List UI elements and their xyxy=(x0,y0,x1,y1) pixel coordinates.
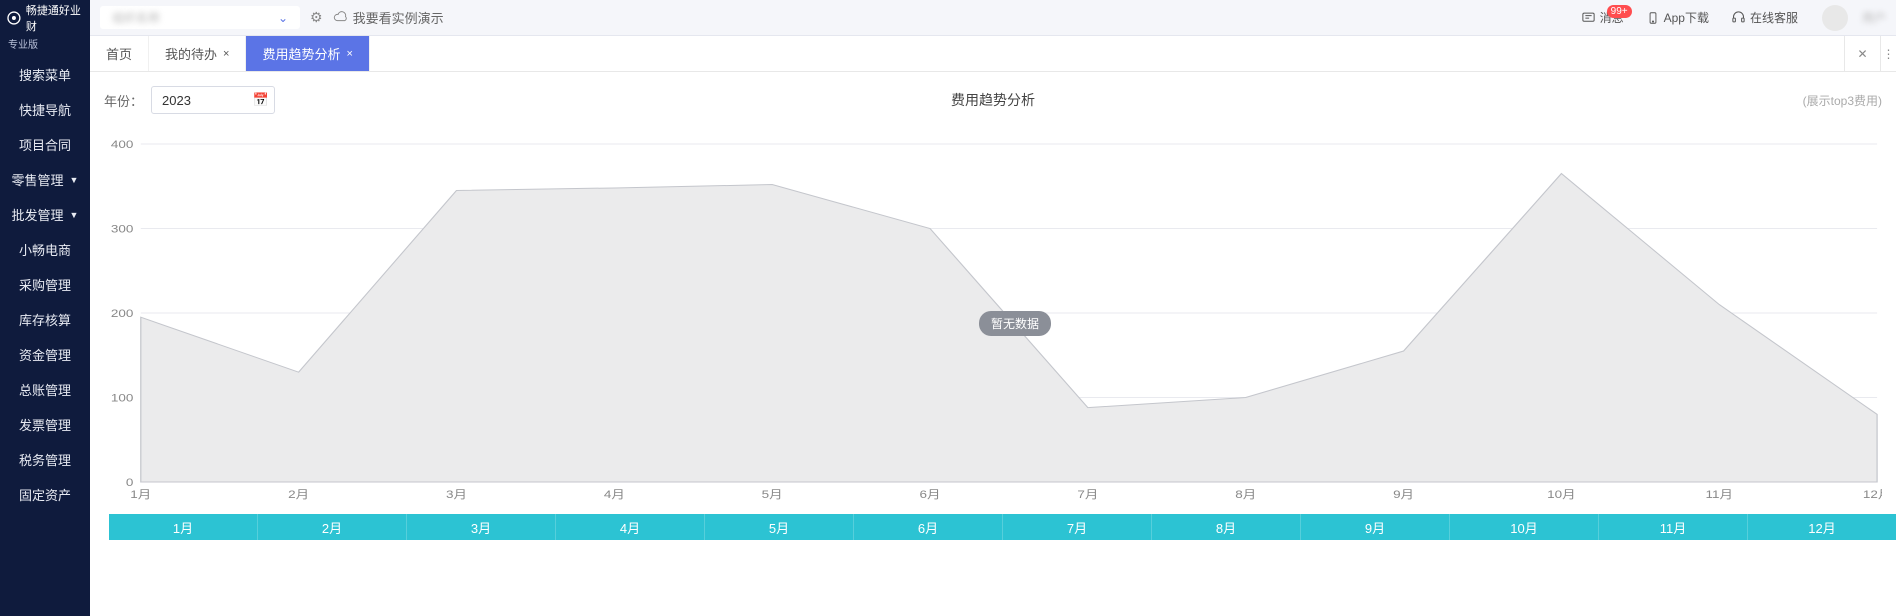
caret-down-icon: ▼ xyxy=(70,175,79,185)
topbar: 组织名称 ⌄ ⚙ 我要看实例演示 消息 99+ App下载 在线客服 用户 xyxy=(90,0,1896,36)
month-cell-3[interactable]: 3月 xyxy=(407,514,556,540)
tab-label: 费用趋势分析 xyxy=(262,44,340,63)
close-icon[interactable]: × xyxy=(223,48,229,60)
sidebar-item-label: 小畅电商 xyxy=(19,240,71,259)
side-menu: 搜索菜单快捷导航项目合同零售管理 ▼ 批发管理 ▼ 小畅电商采购管理库存核算资金管理总账… xyxy=(0,57,90,512)
svg-text:12月: 12月 xyxy=(1863,488,1882,501)
svg-text:100: 100 xyxy=(111,392,134,405)
sidebar-item-label: 搜索菜单 xyxy=(19,65,71,84)
sidebar-item-label: 库存核算 xyxy=(19,310,71,329)
demo-label: 我要看实例演示 xyxy=(353,8,444,27)
svg-text:200: 200 xyxy=(111,307,134,320)
month-strip: 1月2月3月4月5月6月7月8月9月10月11月12月 xyxy=(109,514,1896,540)
mobile-icon xyxy=(1646,11,1660,25)
month-cell-7[interactable]: 7月 xyxy=(1003,514,1152,540)
chart-svg: 0 100 200 300 400 1月 2月 3月 4月 5月 6月 7月 8月 9月 10月 11月 12月 xyxy=(104,124,1882,514)
sidebar-item-label: 税务管理 xyxy=(19,450,71,469)
svg-text:5月: 5月 xyxy=(762,488,783,501)
sidebar-item-label: 发票管理 xyxy=(19,415,71,434)
cloud-icon xyxy=(333,10,348,25)
demo-link[interactable]: 我要看实例演示 xyxy=(333,8,444,27)
svg-text:2月: 2月 xyxy=(288,488,309,501)
tabs-close-all[interactable]: ✕ xyxy=(1844,36,1880,71)
month-cell-2[interactable]: 2月 xyxy=(258,514,407,540)
sidebar-item-label: 资金管理 xyxy=(19,345,71,364)
month-cell-8[interactable]: 8月 xyxy=(1152,514,1301,540)
month-cell-9[interactable]: 9月 xyxy=(1301,514,1450,540)
brand: 畅捷通好业财 xyxy=(0,0,90,36)
expense-trend-chart: 0 100 200 300 400 1月 2月 3月 4月 5月 6月 7月 8月 9月 10月 11月 12月… xyxy=(104,124,1882,514)
brand-name: 畅捷通好业财 xyxy=(26,2,84,34)
month-cell-11[interactable]: 11月 xyxy=(1599,514,1748,540)
content: 年份： 📅 费用趋势分析 (展示top3费用) 01002003004001月2… xyxy=(90,72,1896,616)
sidebar-item-9[interactable]: 总账管理 xyxy=(0,372,90,407)
sidebar-item-label: 快捷导航 xyxy=(19,100,71,119)
tab-0[interactable]: 首页 xyxy=(90,36,149,71)
sidebar-item-10[interactable]: 发票管理 xyxy=(0,407,90,442)
svg-text:8月: 8月 xyxy=(1235,488,1256,501)
app-download-label: App下载 xyxy=(1664,9,1709,26)
message-icon xyxy=(1581,10,1596,25)
sidebar-item-8[interactable]: 资金管理 xyxy=(0,337,90,372)
tab-2[interactable]: 费用趋势分析 × xyxy=(246,36,369,71)
svg-text:0: 0 xyxy=(126,476,134,489)
sidebar-item-12[interactable]: 固定资产 xyxy=(0,477,90,512)
tab-label: 首页 xyxy=(106,44,132,63)
tabs-bar: 首页 我的待办 × 费用趋势分析 × ✕ ⋮ xyxy=(90,36,1896,72)
sidebar-item-7[interactable]: 库存核算 xyxy=(0,302,90,337)
svg-text:300: 300 xyxy=(111,223,134,236)
app-download-button[interactable]: App下载 xyxy=(1640,9,1715,26)
customer-service-button[interactable]: 在线客服 xyxy=(1725,9,1804,26)
svg-text:7月: 7月 xyxy=(1077,488,1098,501)
sidebar-item-11[interactable]: 税务管理 xyxy=(0,442,90,477)
svg-text:6月: 6月 xyxy=(920,488,941,501)
svg-text:4月: 4月 xyxy=(604,488,625,501)
chevron-down-icon: ⌄ xyxy=(278,11,288,25)
headset-icon xyxy=(1731,10,1746,25)
tab-1[interactable]: 我的待办 × xyxy=(149,36,246,71)
brand-logo-icon xyxy=(6,9,22,27)
month-cell-12[interactable]: 12月 xyxy=(1748,514,1896,540)
sidebar-item-6[interactable]: 采购管理 xyxy=(0,267,90,302)
brand-edition: 专业版 xyxy=(0,36,90,57)
svg-text:400: 400 xyxy=(111,138,134,151)
tabs-more[interactable]: ⋮ xyxy=(1880,36,1896,71)
svg-text:9月: 9月 xyxy=(1393,488,1414,501)
month-cell-1[interactable]: 1月 xyxy=(109,514,258,540)
sidebar: 畅捷通好业财 专业版 搜索菜单快捷导航项目合同零售管理 ▼ 批发管理 ▼ 小畅电商采购管… xyxy=(0,0,90,616)
filter-row: 年份： 📅 费用趋势分析 (展示top3费用) xyxy=(104,86,1882,114)
svg-text:10月: 10月 xyxy=(1547,488,1575,501)
sidebar-item-label: 固定资产 xyxy=(19,485,71,504)
sidebar-item-0[interactable]: 搜索菜单 xyxy=(0,57,90,92)
sidebar-item-4[interactable]: 批发管理 ▼ xyxy=(0,197,90,232)
month-cell-6[interactable]: 6月 xyxy=(854,514,1003,540)
user-name: 用户 xyxy=(1862,9,1886,26)
month-cell-4[interactable]: 4月 xyxy=(556,514,705,540)
sidebar-item-2[interactable]: 项目合同 xyxy=(0,127,90,162)
month-cell-10[interactable]: 10月 xyxy=(1450,514,1599,540)
sidebar-item-5[interactable]: 小畅电商 xyxy=(0,232,90,267)
messages-button[interactable]: 消息 99+ xyxy=(1575,9,1630,26)
close-icon[interactable]: × xyxy=(346,48,352,60)
svg-text:11月: 11月 xyxy=(1706,488,1733,501)
avatar[interactable] xyxy=(1822,5,1848,31)
sidebar-item-label: 总账管理 xyxy=(19,380,71,399)
org-name: 组织名称 xyxy=(112,9,270,26)
sidebar-item-label: 采购管理 xyxy=(19,275,71,294)
sidebar-item-label: 零售管理 xyxy=(12,170,64,189)
sidebar-item-1[interactable]: 快捷导航 xyxy=(0,92,90,127)
sidebar-item-3[interactable]: 零售管理 ▼ xyxy=(0,162,90,197)
messages-badge: 99+ xyxy=(1607,5,1632,18)
settings-icon[interactable]: ⚙ xyxy=(310,9,323,26)
svg-text:3月: 3月 xyxy=(446,488,467,501)
month-cell-5[interactable]: 5月 xyxy=(705,514,854,540)
service-label: 在线客服 xyxy=(1750,9,1798,26)
caret-down-icon: ▼ xyxy=(70,210,79,220)
chart-title: 费用趋势分析 xyxy=(104,90,1882,110)
sidebar-item-label: 项目合同 xyxy=(19,135,71,154)
tab-label: 我的待办 xyxy=(165,44,217,63)
sidebar-item-label: 批发管理 xyxy=(12,205,64,224)
org-selector[interactable]: 组织名称 ⌄ xyxy=(100,6,300,29)
svg-text:1月: 1月 xyxy=(130,488,151,501)
